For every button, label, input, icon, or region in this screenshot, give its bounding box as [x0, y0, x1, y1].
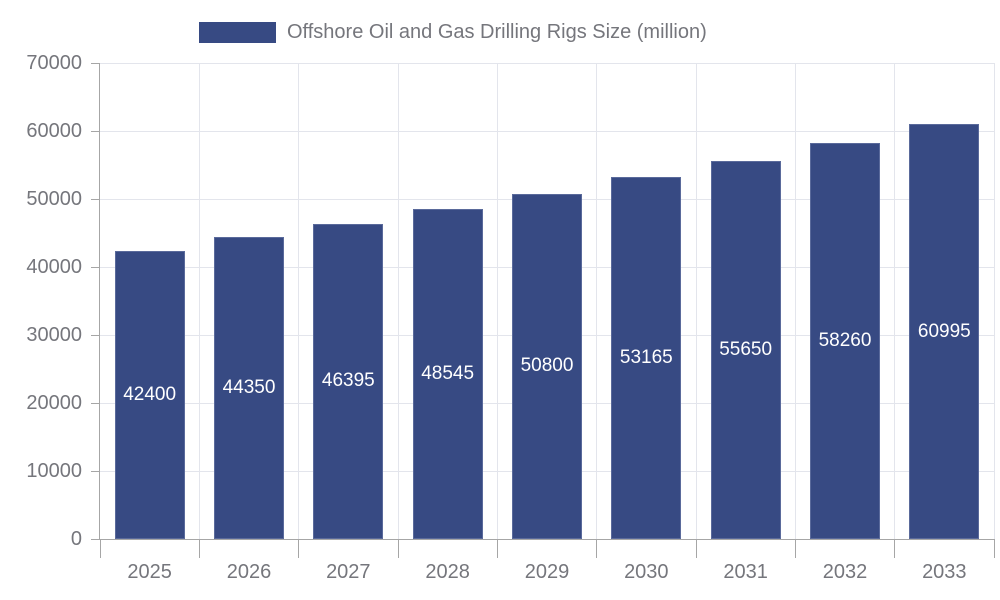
x-gridline: [794, 63, 796, 539]
x-tick-label: 2032: [822, 561, 868, 583]
bar-value-label: 44350: [222, 377, 276, 399]
x-axis-tick: [397, 540, 399, 558]
x-axis-line: [99, 539, 995, 540]
x-axis-tick: [298, 540, 300, 558]
x-tick-label: 2033: [922, 561, 967, 583]
x-axis-tick: [496, 540, 498, 558]
x-tick-label: 2030: [624, 561, 669, 583]
x-tick-label: 2027: [326, 561, 371, 583]
bar-2032[interactable]: 58260: [810, 142, 880, 539]
x-gridline: [894, 63, 896, 539]
y-axis-line: [99, 63, 100, 540]
y-tick-label: 10000: [26, 460, 82, 482]
bar-2025[interactable]: 42400: [114, 250, 185, 539]
x-axis-tick: [794, 540, 796, 558]
y-tick-label: 30000: [26, 324, 82, 346]
bar-value-label: 60995: [917, 320, 971, 342]
legend-label: Offshore Oil and Gas Drilling Rigs Size …: [287, 21, 707, 43]
x-tick-label: 2029: [524, 561, 570, 583]
bar-2027[interactable]: 46395: [313, 223, 384, 539]
bar-2030[interactable]: 53165: [611, 177, 682, 539]
x-axis-tick: [596, 540, 598, 558]
x-axis-tick: [198, 540, 200, 558]
x-gridline: [993, 63, 995, 539]
x-gridline: [198, 63, 200, 539]
bar-2029[interactable]: 50800: [512, 193, 582, 539]
y-axis-tick: [91, 403, 99, 404]
x-axis-tick: [695, 540, 697, 558]
bar-value-label: 50800: [520, 355, 574, 377]
bar-value-label: 55650: [719, 338, 773, 360]
y-axis-tick: [91, 199, 99, 200]
x-gridline: [496, 63, 498, 539]
y-axis-tick: [91, 335, 99, 336]
y-gridline: [100, 130, 994, 132]
bar-value-label: 42400: [123, 383, 177, 405]
y-tick-label: 0: [70, 528, 82, 550]
x-axis-tick: [894, 540, 896, 558]
x-tick-label: 2028: [425, 561, 470, 583]
bar-2031[interactable]: 55650: [710, 160, 781, 539]
x-tick-label: 2026: [226, 561, 272, 583]
x-axis-tick: [993, 540, 995, 558]
bar-value-label: 53165: [619, 347, 673, 369]
y-tick-label: 20000: [26, 392, 82, 414]
bar-value-label: 58260: [818, 329, 872, 351]
y-axis-tick: [91, 267, 99, 268]
y-axis-tick: [91, 63, 99, 64]
y-axis-tick: [91, 539, 99, 540]
y-tick-label: 40000: [26, 256, 82, 278]
x-gridline: [695, 63, 697, 539]
x-axis-tick: [99, 540, 101, 558]
y-axis-tick: [91, 471, 99, 472]
bar-value-label: 46395: [321, 370, 375, 392]
y-tick-label: 70000: [26, 52, 82, 74]
x-tick-label: 2025: [127, 561, 172, 583]
x-gridline: [397, 63, 399, 539]
y-tick-label: 60000: [26, 120, 82, 142]
y-tick-label: 50000: [26, 188, 82, 210]
legend-item[interactable]: Offshore Oil and Gas Drilling Rigs Size …: [199, 21, 707, 44]
bar-2033[interactable]: 60995: [909, 124, 980, 539]
x-gridline: [596, 63, 598, 539]
bar-2026[interactable]: 44350: [214, 237, 284, 539]
y-gridline: [100, 62, 994, 64]
x-gridline: [298, 63, 300, 539]
y-axis-tick: [91, 131, 99, 132]
plot-area: 42400 44350 46395 48545 50800 53165 55650 58260…: [100, 62, 995, 539]
bar-2028[interactable]: 48545: [412, 208, 483, 539]
bar-value-label: 48545: [421, 362, 475, 384]
x-tick-label: 2031: [723, 561, 768, 583]
legend-swatch-icon: [199, 22, 276, 43]
